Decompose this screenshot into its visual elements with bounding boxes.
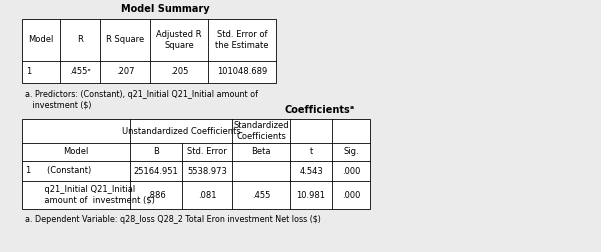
Text: 10.981: 10.981 (296, 191, 326, 200)
Text: .205: .205 (170, 68, 188, 77)
Text: .081: .081 (198, 191, 216, 200)
Text: .207: .207 (116, 68, 134, 77)
Text: a. Dependent Variable: q28_loss Q28_2 Total Eron investment Net loss ($): a. Dependent Variable: q28_loss Q28_2 To… (25, 215, 321, 224)
Text: Std. Error of
the Estimate: Std. Error of the Estimate (215, 30, 269, 50)
Text: Model: Model (28, 36, 53, 45)
Text: Std. Error: Std. Error (187, 147, 227, 156)
Text: 25164.951: 25164.951 (133, 167, 178, 175)
Text: Unstandardized Coefficients: Unstandardized Coefficients (121, 127, 240, 136)
Text: Beta: Beta (251, 147, 270, 156)
Bar (22, 119, 370, 209)
Text: 1: 1 (26, 68, 31, 77)
Text: .000: .000 (342, 167, 360, 175)
Text: q21_Initial Q21_Initial: q21_Initial Q21_Initial (26, 185, 135, 195)
Text: .000: .000 (342, 191, 360, 200)
Text: 101048.689: 101048.689 (217, 68, 267, 77)
Text: 1      (Constant): 1 (Constant) (26, 167, 91, 175)
Text: Model Summary: Model Summary (121, 4, 209, 14)
Text: B: B (153, 147, 159, 156)
Text: .455: .455 (252, 191, 270, 200)
Text: Sig.: Sig. (343, 147, 359, 156)
Text: Coefficientsᵃ: Coefficientsᵃ (285, 105, 355, 115)
Bar (22, 19, 276, 83)
Text: 4.543: 4.543 (299, 167, 323, 175)
Text: 5538.973: 5538.973 (187, 167, 227, 175)
Text: .455ᵃ: .455ᵃ (69, 68, 91, 77)
Text: a. Predictors: (Constant), q21_Initial Q21_Initial amount of
   investment ($): a. Predictors: (Constant), q21_Initial Q… (25, 90, 258, 109)
Text: R Square: R Square (106, 36, 144, 45)
Text: Standardized
Coefficients: Standardized Coefficients (233, 121, 289, 141)
Text: .886: .886 (147, 191, 165, 200)
Text: Adjusted R
Square: Adjusted R Square (156, 30, 202, 50)
Text: t: t (310, 147, 313, 156)
Text: amount of  investment ($): amount of investment ($) (26, 196, 155, 205)
Text: Model: Model (63, 147, 89, 156)
Text: R: R (77, 36, 83, 45)
